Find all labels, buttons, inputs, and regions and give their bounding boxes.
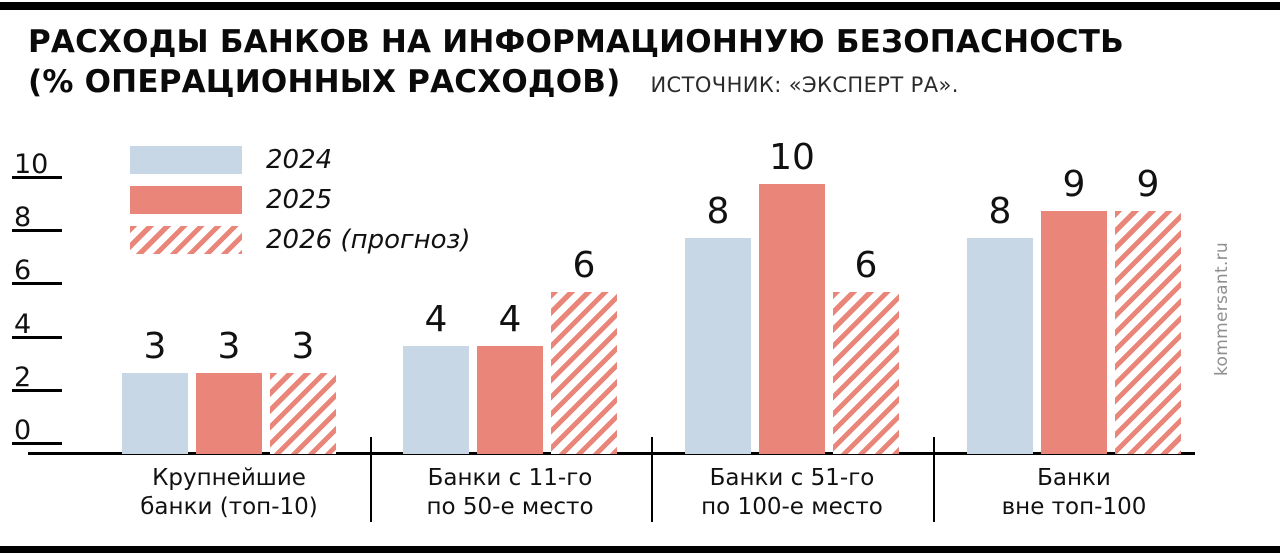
bar-value-label: 3 (291, 326, 315, 367)
bar (967, 238, 1033, 454)
bar (403, 346, 469, 454)
bar (1041, 211, 1107, 454)
bar-value-label: 9 (1062, 164, 1086, 205)
category-label: Банки с 51-го по 100-е место (701, 465, 883, 520)
group-divider (370, 437, 372, 522)
chart-title-row: (% ОПЕРАЦИОННЫХ РАСХОДОВ) ИСТОЧНИК: «ЭКС… (28, 62, 1124, 102)
legend-label: 2024 (266, 145, 333, 175)
bar (833, 292, 899, 454)
group-divider (933, 437, 935, 522)
legend: 2024 2025 2026 (прогноз) (130, 145, 471, 266)
bottom-rule (0, 546, 1280, 553)
category-label: Банки с 11-го по 50-е место (426, 465, 594, 520)
chart-title-line1: РАСХОДЫ БАНКОВ НА ИНФОРМАЦИОННУЮ БЕЗОПАС… (28, 24, 1124, 60)
bar-value-label: 9 (1136, 164, 1160, 205)
y-axis-tick: 0 (12, 416, 62, 445)
y-axis-tick: 6 (12, 256, 62, 286)
bar (551, 292, 617, 454)
bar-value-label: 3 (217, 326, 241, 367)
legend-item: 2025 (130, 185, 471, 215)
group-divider (651, 437, 653, 522)
legend-swatch-hatch (130, 226, 242, 254)
legend-label: 2025 (266, 185, 333, 215)
bar-value-label: 8 (706, 191, 730, 232)
y-axis-tick: 8 (12, 203, 62, 233)
bar (1115, 211, 1181, 454)
bar-value-label: 4 (498, 299, 522, 340)
bar (196, 373, 262, 454)
bar (270, 373, 336, 454)
legend-swatch-red (130, 186, 242, 214)
y-axis-tick: 10 (12, 150, 62, 179)
legend-item: 2026 (прогноз) (130, 225, 471, 255)
bar (685, 238, 751, 454)
bar (759, 184, 825, 454)
legend-swatch-blue (130, 146, 242, 174)
category-label: Крупнейшие банки (топ-10) (140, 465, 318, 520)
y-axis-tick: 2 (12, 363, 62, 392)
source-label: ИСТОЧНИК: «ЭКСПЕРТ РА». (650, 73, 959, 97)
bar-value-label: 4 (424, 299, 448, 340)
bar-value-label: 10 (769, 137, 815, 178)
y-axis-tick: 4 (12, 310, 62, 339)
bar-value-label: 8 (988, 191, 1012, 232)
top-rule (0, 2, 1280, 10)
category-label: Банки вне топ-100 (1001, 465, 1147, 520)
bar (477, 346, 543, 454)
bar-value-label: 6 (854, 245, 878, 286)
legend-label: 2026 (прогноз) (266, 225, 471, 255)
watermark: kommersant.ru (1212, 242, 1232, 376)
bar-value-label: 6 (572, 245, 596, 286)
chart-header: РАСХОДЫ БАНКОВ НА ИНФОРМАЦИОННУЮ БЕЗОПАС… (28, 22, 1124, 102)
legend-item: 2024 (130, 145, 471, 175)
chart-title-line2: (% ОПЕРАЦИОННЫХ РАСХОДОВ) (28, 64, 621, 100)
bar (122, 373, 188, 454)
bar-value-label: 3 (143, 326, 167, 367)
